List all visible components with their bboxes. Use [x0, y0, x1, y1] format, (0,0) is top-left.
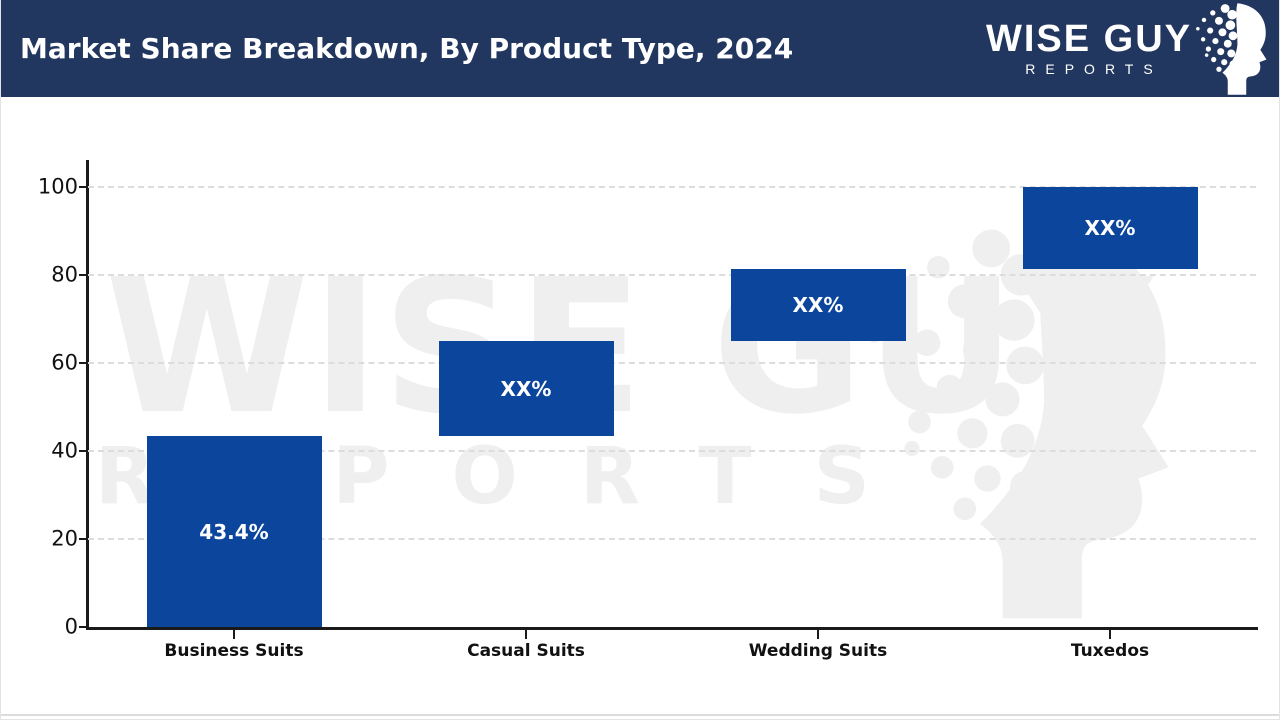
frame-border-left [0, 0, 1, 720]
y-tick-20 [79, 538, 88, 540]
y-tick-label-60: 60 [51, 350, 78, 375]
y-tick-label-80: 80 [51, 262, 78, 287]
x-tick-label-wedding-suits: Wedding Suits [748, 641, 888, 661]
y-tick-label-40: 40 [51, 438, 78, 463]
header-bar: Market Share Breakdown, By Product Type,… [0, 0, 1280, 97]
x-tick-label-tuxedos: Tuxedos [1070, 641, 1150, 661]
x-axis-line [86, 627, 1258, 630]
y-tick-100 [79, 186, 88, 188]
y-axis-line [86, 160, 89, 630]
logo-wiseguy-label: WISE GUY [985, 18, 1192, 60]
footer-divider-line [0, 714, 1280, 716]
y-tick-80 [79, 274, 88, 276]
y-tick-label-20: 20 [51, 526, 78, 551]
bar-value-label-casual-suits: XX% [500, 376, 552, 401]
bar-casual-suits: XX% [438, 341, 614, 437]
bar-value-label-business-suits: 43.4% [199, 519, 269, 544]
wiseguy-logo: WISE GUY REPORTS [986, 2, 1270, 96]
y-tick-40 [79, 450, 88, 452]
y-tick-0 [79, 626, 88, 628]
y-tick-label-0: 0 [64, 614, 78, 639]
gridline-80 [88, 274, 1256, 276]
y-tick-60 [79, 362, 88, 364]
bar-value-label-tuxedos: XX% [1084, 215, 1136, 240]
wiseguy-logo-text: WISE GUY REPORTS [986, 20, 1192, 77]
x-tick-label-casual-suits: Casual Suits [467, 641, 585, 661]
x-tick-label-business-suits: Business Suits [164, 641, 304, 661]
bar-value-label-wedding-suits: XX% [792, 292, 844, 317]
x-tick-tuxedos [1109, 630, 1111, 639]
gridline-40 [88, 450, 1256, 452]
x-tick-casual-suits [525, 630, 527, 639]
gridline-60 [88, 362, 1256, 364]
gridline-100 [88, 186, 1256, 188]
logo-reports-label: REPORTS [1025, 61, 1163, 77]
y-tick-label-100: 100 [37, 174, 78, 199]
x-tick-business-suits [233, 630, 235, 639]
x-tick-wedding-suits [817, 630, 819, 639]
bar-tuxedos: XX% [1022, 187, 1198, 269]
bar-wedding-suits: XX% [730, 268, 906, 341]
bar-business-suits: 43.4% [146, 436, 322, 627]
gridline-20 [88, 538, 1256, 540]
logo-head-icon [1196, 2, 1267, 95]
chart-title: Market Share Breakdown, By Product Type,… [20, 32, 794, 65]
